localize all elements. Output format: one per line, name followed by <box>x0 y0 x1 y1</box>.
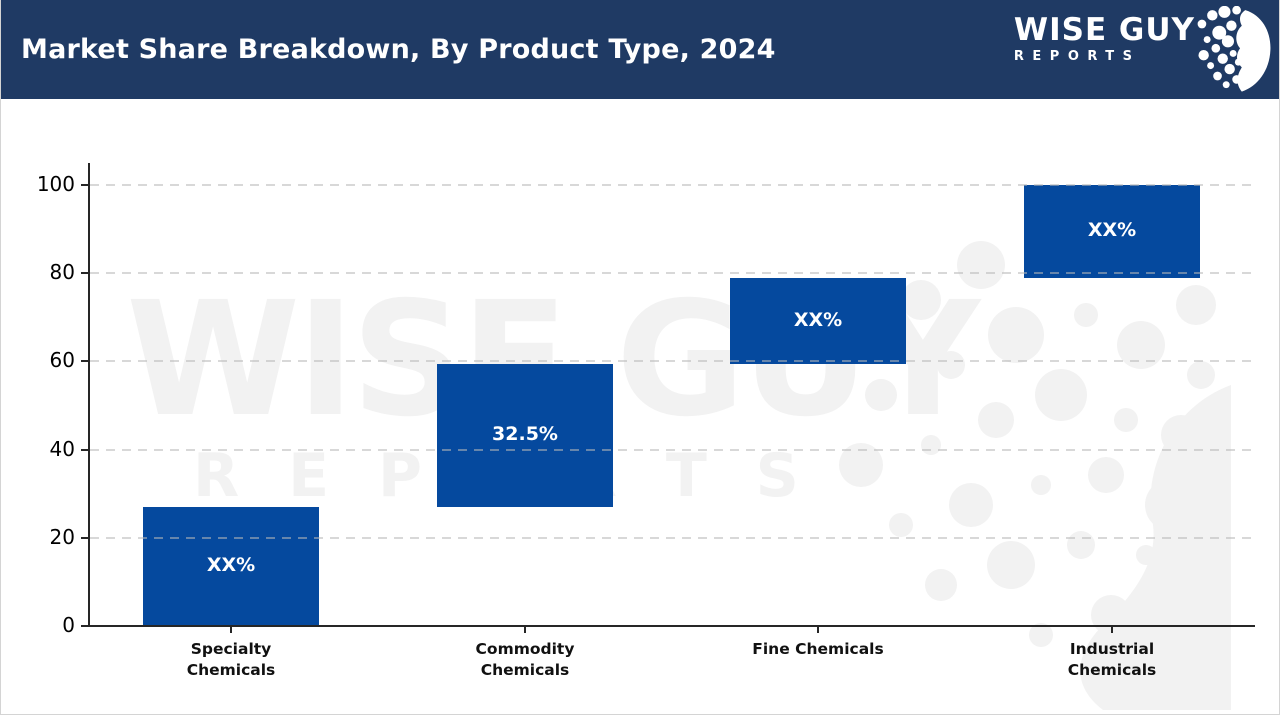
x-tick-mark <box>524 627 526 633</box>
y-tick-label: 40 <box>49 436 75 461</box>
y-tick-mark <box>81 272 88 275</box>
x-tick-mark <box>1111 627 1113 633</box>
y-axis-line <box>88 163 90 627</box>
x-tick-mark <box>817 627 819 633</box>
gridline-100 <box>90 184 1255 186</box>
header-banner: Market Share Breakdown, By Product Type,… <box>1 0 1279 99</box>
watermark-face-dots <box>825 213 1231 710</box>
gridline-60 <box>90 360 1255 363</box>
gridline-80 <box>90 272 1255 275</box>
bar-value-label-fine-chemicals: XX% <box>793 308 843 331</box>
y-tick-label: 0 <box>62 613 75 637</box>
y-tick-mark <box>81 625 88 627</box>
y-tick-label: 80 <box>49 260 75 285</box>
brand-logo-text: WISE GUY <box>1013 12 1195 48</box>
bar-value-label-commodity-chemicals: 32.5% <box>492 423 558 446</box>
gridline-20 <box>90 536 1255 539</box>
x-category-label-commodity-chemicals: Commodity Chemicals <box>475 640 575 679</box>
y-tick-label: 60 <box>49 348 75 373</box>
page-title: Market Share Breakdown, By Product Type,… <box>21 34 776 65</box>
y-tick-mark <box>81 536 88 539</box>
y-tick-label: 20 <box>49 524 75 549</box>
bar-specialty-chemicals <box>143 506 319 626</box>
y-tick-mark <box>81 448 88 451</box>
x-category-label-specialty-chemicals: Specialty Chemicals <box>186 640 276 679</box>
bar-commodity-chemicals <box>437 363 613 507</box>
brand-logo-subtext: REPORTS <box>1013 48 1141 64</box>
bar-value-label-industrial-chemicals: XX% <box>1087 219 1137 242</box>
x-category-label-industrial-chemicals: Industrial Chemicals <box>1067 640 1157 679</box>
y-tick-label: 100 <box>36 172 75 196</box>
x-tick-mark <box>230 627 232 633</box>
y-tick-mark <box>81 360 88 363</box>
bar-fine-chemicals <box>730 277 906 364</box>
brand-logo: WISE GUY REPORTS <box>1014 14 1195 64</box>
y-tick-mark <box>81 184 88 186</box>
gridline-40 <box>90 448 1255 451</box>
x-axis-line <box>88 625 1255 627</box>
wise-guy-head-icon <box>1197 6 1271 92</box>
bar-industrial-chemicals <box>1024 185 1200 278</box>
x-category-label-fine-chemicals: Fine Chemicals <box>752 640 884 658</box>
bar-value-label-specialty-chemicals: XX% <box>206 554 256 577</box>
